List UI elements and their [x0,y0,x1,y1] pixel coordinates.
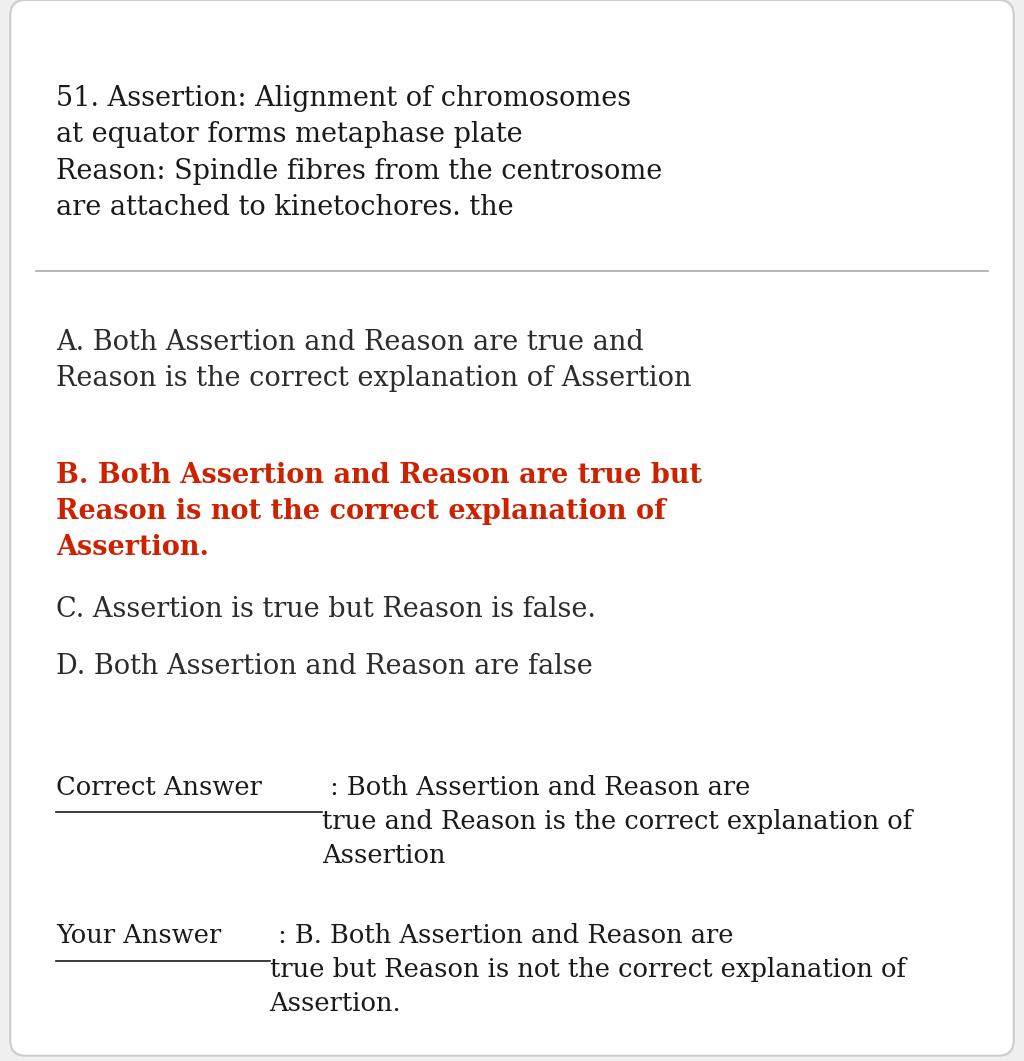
Text: : Both Assertion and Reason are
true and Reason is the correct explanation of
As: : Both Assertion and Reason are true and… [322,775,912,868]
Text: Your Answer: Your Answer [56,923,221,949]
FancyBboxPatch shape [10,0,1014,1056]
Text: D. Both Assertion and Reason are false: D. Both Assertion and Reason are false [56,653,593,679]
Text: Correct Answer: Correct Answer [56,775,262,800]
Text: : B. Both Assertion and Reason are
true but Reason is not the correct explanatio: : B. Both Assertion and Reason are true … [269,923,905,1016]
Text: C. Assertion is true but Reason is false.: C. Assertion is true but Reason is false… [56,596,596,623]
Text: A. Both Assertion and Reason are true and
Reason is the correct explanation of A: A. Both Assertion and Reason are true an… [56,329,692,393]
Text: B. Both Assertion and Reason are true but
Reason is not the correct explanation : B. Both Assertion and Reason are true bu… [56,462,702,561]
Text: 51. Assertion: Alignment of chromosomes
at equator forms metaphase plate
Reason:: 51. Assertion: Alignment of chromosomes … [56,85,663,222]
